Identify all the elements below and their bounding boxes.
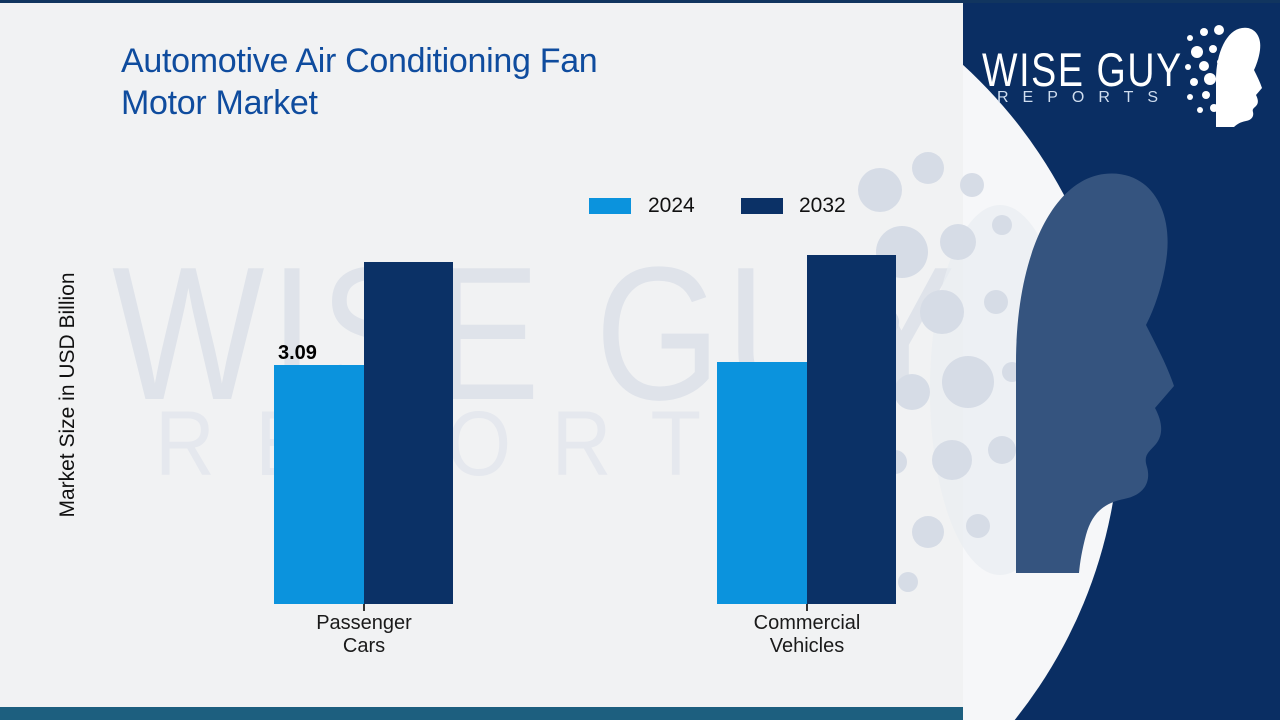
bottom-border-bar: [0, 707, 963, 720]
bar-value-label: 3.09: [278, 342, 317, 364]
band-face-silhouette: [1016, 173, 1174, 573]
bar-2024-passenger-cars: [274, 365, 364, 604]
x-axis-tick: [806, 604, 808, 611]
bar-2032-commercial-vehicles: [807, 255, 896, 604]
category-label-passenger-cars: Passenger Cars: [316, 612, 412, 657]
bar-2024-commercial-vehicles: [717, 362, 807, 604]
legend-swatch-2032: [741, 198, 783, 214]
legend-swatch-2024: [589, 198, 631, 214]
bar-2032-passenger-cars: [364, 262, 453, 604]
legend-label-2024: 2024: [648, 194, 695, 217]
top-border-bar: [0, 0, 1280, 3]
legend-label-2032: 2032: [799, 194, 846, 217]
logo-face-icon: [1185, 25, 1262, 127]
x-axis-tick: [363, 604, 365, 611]
brand-logo-wordmark: WISE GUY: [982, 43, 1183, 96]
category-label-commercial-vehicles: Commercial Vehicles: [753, 612, 861, 657]
brand-logo-subtext: REPORTS: [997, 89, 1173, 106]
page-title: Automotive Air Conditioning Fan Motor Mar…: [121, 42, 598, 122]
